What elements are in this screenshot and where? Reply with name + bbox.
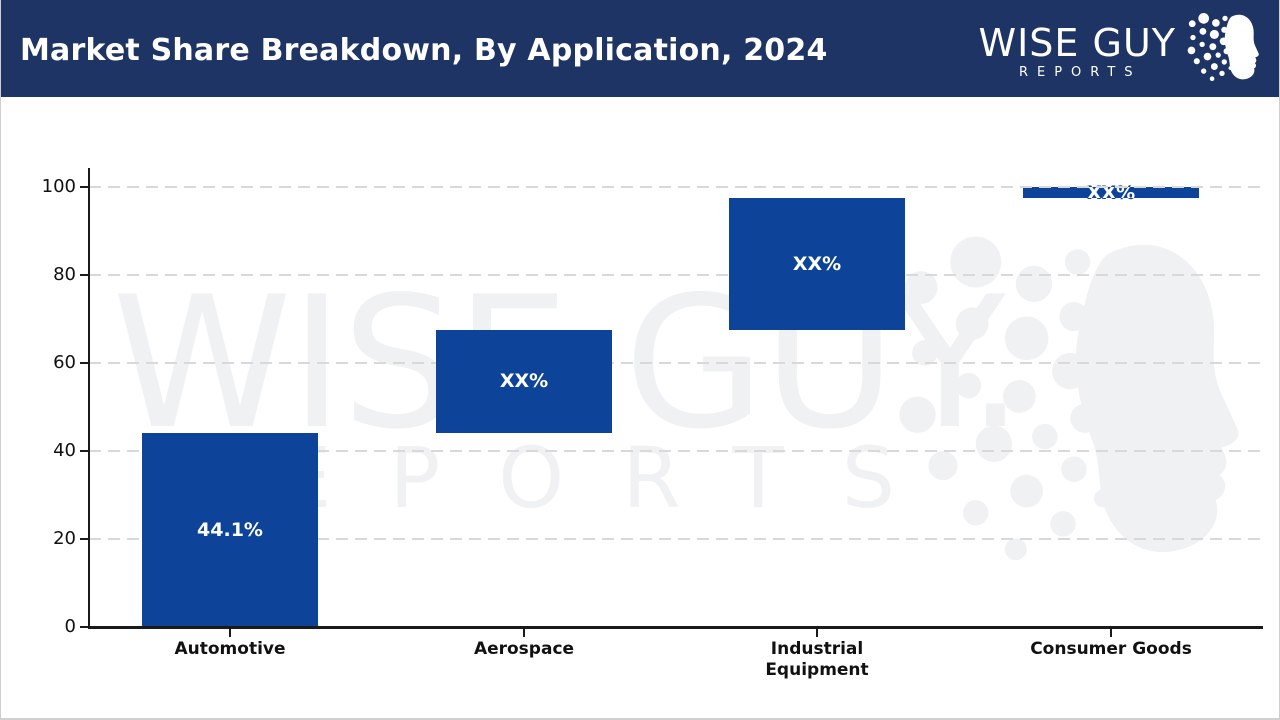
bar: XX% <box>436 330 612 433</box>
y-tick-mark <box>80 626 88 628</box>
y-tick-mark <box>80 538 88 540</box>
gridline <box>89 538 1263 540</box>
bar-value-label: XX% <box>1086 187 1136 198</box>
page-title: Market Share Breakdown, By Application, … <box>20 33 828 68</box>
y-axis-line <box>88 168 90 628</box>
x-tick-mark <box>1110 629 1112 637</box>
x-category-label: Industrial Equipment <box>765 639 869 680</box>
bar: XX% <box>1023 187 1199 198</box>
y-tick-mark <box>80 274 88 276</box>
x-category-label: Aerospace <box>473 639 575 659</box>
wise-guy-logo: WISE GUY REPORTS <box>979 6 1266 92</box>
y-tick-mark <box>80 362 88 364</box>
gridline <box>89 362 1263 364</box>
gridline <box>89 450 1263 452</box>
y-tick-label: 100 <box>41 176 76 197</box>
bar: 44.1% <box>142 432 318 627</box>
logo-text: WISE GUY REPORTS <box>979 24 1176 80</box>
x-axis-line <box>88 626 1263 629</box>
y-tick-label: 80 <box>53 264 76 285</box>
gridline-100-overlay <box>89 186 1263 188</box>
x-tick-mark <box>816 629 818 637</box>
logo-subtitle: REPORTS <box>1018 65 1142 80</box>
bar-value-label: 44.1% <box>197 518 263 541</box>
bar: XX% <box>729 198 905 330</box>
y-tick-label: 60 <box>53 352 76 373</box>
x-tick-mark <box>229 629 231 637</box>
x-tick-mark <box>523 629 525 637</box>
logo-wordmark: WISE GUY <box>978 21 1176 65</box>
y-tick-mark <box>80 186 88 188</box>
header-bar: Market Share Breakdown, By Application, … <box>0 0 1280 97</box>
x-category-label: Automotive <box>174 639 286 659</box>
y-tick-mark <box>80 450 88 452</box>
y-tick-label: 40 <box>53 440 76 461</box>
y-tick-label: 0 <box>64 616 76 637</box>
bar-value-label: XX% <box>499 370 549 393</box>
x-category-label: Consumer Goods <box>1030 639 1192 659</box>
y-tick-label: 20 <box>53 528 76 549</box>
dotted-head-icon <box>1187 13 1259 82</box>
gridline <box>89 274 1263 276</box>
bar-value-label: XX% <box>792 253 842 275</box>
watermark-head-icon <box>899 236 1239 561</box>
